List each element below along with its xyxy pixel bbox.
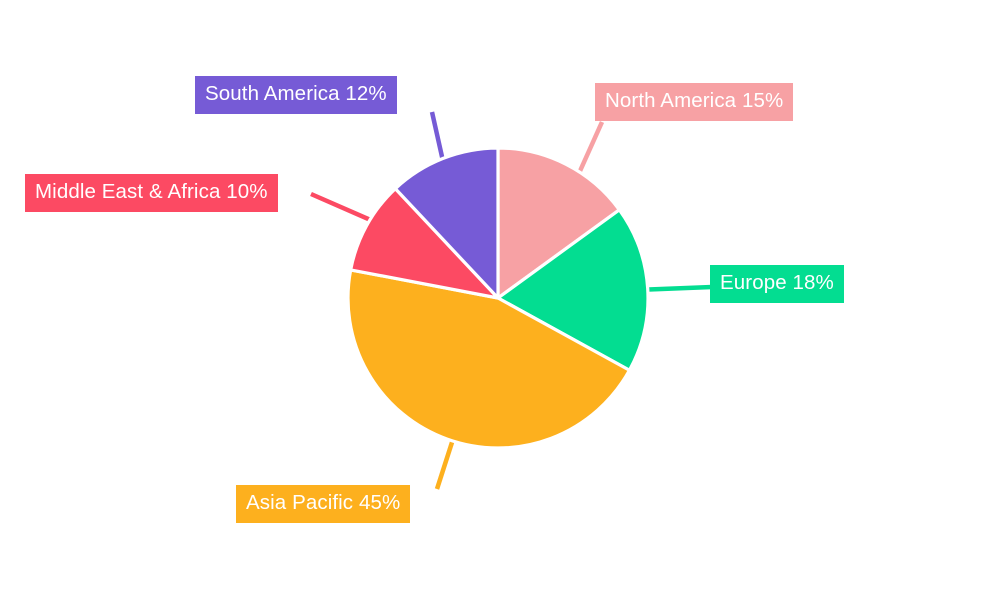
pie-label-asia-pacific[interactable]: Asia Pacific 45% xyxy=(236,485,411,523)
pie-label-north-america[interactable]: North America 15% xyxy=(595,83,794,121)
pie-slice-north-america[interactable] xyxy=(496,146,621,300)
pie-label-middle-east-africa[interactable]: Middle East & Africa 10% xyxy=(25,174,278,212)
pie-slice-south-america[interactable] xyxy=(393,146,500,300)
pie-label-europe[interactable]: Europe 18% xyxy=(710,265,844,303)
pie-slice-europe[interactable] xyxy=(496,208,650,372)
pie-slice-asia-pacific[interactable] xyxy=(346,268,632,450)
pie-label-south-america[interactable]: South America 12% xyxy=(195,76,397,114)
pie-wedge-group xyxy=(346,146,650,450)
pie-slice-middle-east-and-africa[interactable] xyxy=(349,187,500,300)
